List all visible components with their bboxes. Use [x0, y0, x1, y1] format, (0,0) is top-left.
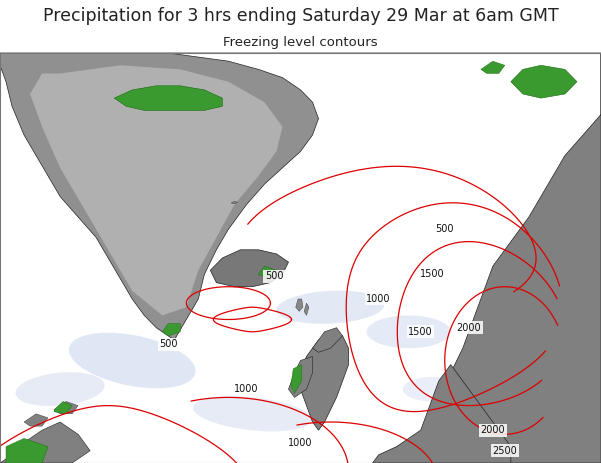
Polygon shape: [304, 303, 309, 315]
Text: 1500: 1500: [409, 327, 433, 337]
Polygon shape: [258, 266, 276, 279]
Ellipse shape: [367, 315, 451, 348]
Text: 2000: 2000: [457, 323, 481, 333]
Ellipse shape: [16, 372, 105, 406]
Text: Freezing level contours: Freezing level contours: [223, 36, 378, 49]
Polygon shape: [30, 65, 282, 315]
Polygon shape: [291, 364, 302, 393]
Ellipse shape: [69, 333, 195, 388]
Polygon shape: [511, 65, 577, 98]
Ellipse shape: [193, 396, 312, 432]
Polygon shape: [24, 414, 48, 426]
Polygon shape: [373, 364, 511, 463]
Text: 1500: 1500: [421, 269, 445, 279]
Polygon shape: [210, 250, 288, 287]
Polygon shape: [300, 332, 349, 430]
Polygon shape: [114, 86, 222, 110]
Text: Precipitation for 3 hrs ending Saturday 29 Mar at 6am GMT: Precipitation for 3 hrs ending Saturday …: [43, 7, 558, 25]
Text: 1000: 1000: [367, 294, 391, 304]
Polygon shape: [0, 53, 319, 340]
Polygon shape: [481, 61, 505, 74]
Text: 500: 500: [159, 339, 177, 349]
Text: 2500: 2500: [492, 446, 517, 456]
Polygon shape: [0, 422, 90, 463]
Polygon shape: [433, 53, 601, 463]
Polygon shape: [231, 201, 237, 203]
Text: 500: 500: [265, 271, 283, 282]
Ellipse shape: [276, 291, 385, 324]
Polygon shape: [6, 438, 48, 463]
Polygon shape: [54, 401, 78, 414]
Polygon shape: [296, 299, 303, 311]
Polygon shape: [288, 357, 313, 397]
Text: 1000: 1000: [234, 384, 258, 394]
Polygon shape: [313, 328, 343, 352]
Text: 1000: 1000: [288, 438, 313, 448]
Polygon shape: [162, 324, 180, 336]
Ellipse shape: [403, 377, 463, 401]
Polygon shape: [54, 401, 72, 414]
Text: 2000: 2000: [481, 425, 505, 435]
Text: 500: 500: [436, 224, 454, 234]
